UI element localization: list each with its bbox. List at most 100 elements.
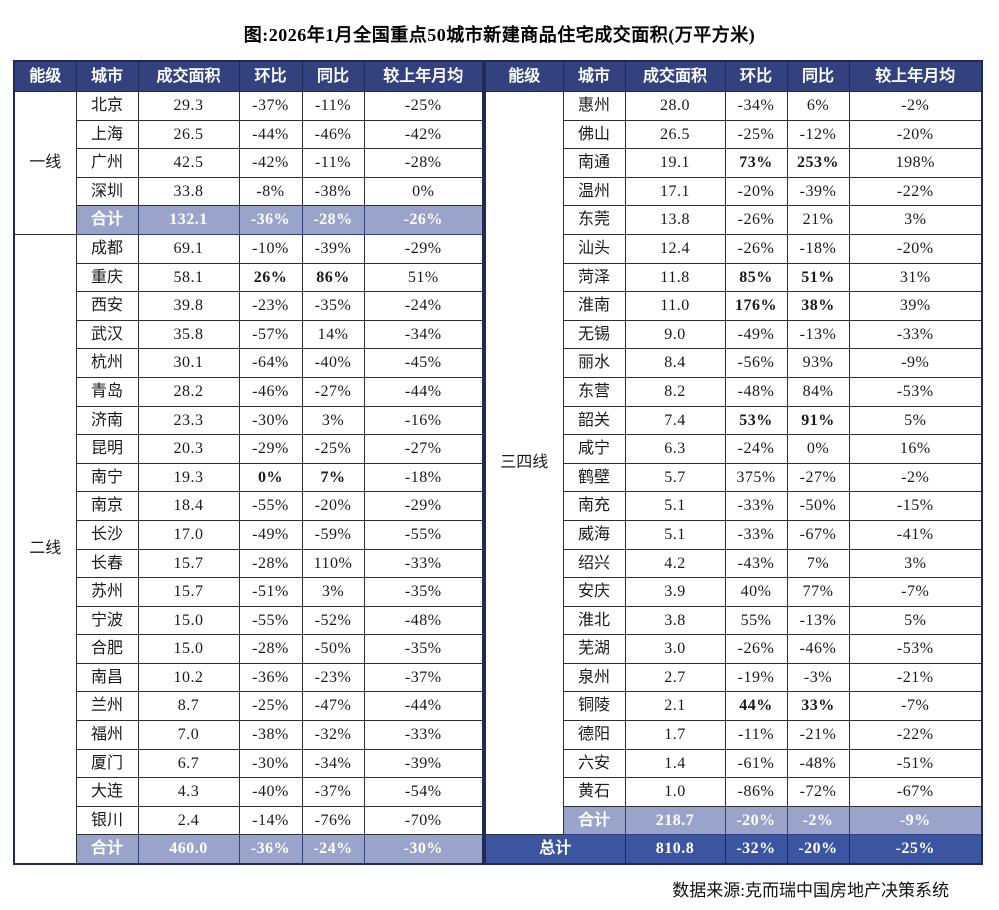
vs-avg-cell: -48%: [363, 605, 484, 636]
area-cell: 3.0: [624, 634, 726, 664]
area-cell: 28.2: [137, 376, 240, 407]
vs-avg-cell: -29%: [363, 491, 484, 521]
area-cell: 17.1: [624, 176, 726, 207]
city-row: 南京 18.4 -55% -20% -29%: [14, 491, 484, 521]
column-header: 城市: [75, 60, 139, 92]
mom-cell: 85%: [724, 262, 788, 293]
city-cell: 青岛: [75, 376, 139, 407]
city-cell: 南昌: [75, 662, 139, 693]
city-cell: 惠州: [562, 91, 626, 121]
area-cell: 20.3: [137, 434, 240, 464]
yoy-cell: 14%: [301, 319, 365, 350]
city-cell: 泉州: [562, 662, 626, 693]
subtotal-yoy-cell: -28%: [301, 205, 365, 235]
subtotal-vs-avg-cell: -26%: [363, 205, 484, 235]
city-row: 东营 8.2 -48% 84% -53%: [485, 376, 983, 407]
area-cell: 15.7: [137, 577, 240, 607]
area-cell: 58.1: [137, 262, 240, 293]
city-cell: 西安: [75, 291, 139, 321]
area-cell: 15.0: [137, 634, 240, 664]
vs-avg-cell: -44%: [363, 691, 484, 722]
yoy-cell: -35%: [301, 291, 365, 321]
vs-avg-cell: -16%: [363, 405, 484, 436]
area-cell: 1.4: [624, 748, 726, 779]
yoy-cell: 3%: [301, 577, 365, 607]
area-cell: 39.8: [137, 291, 240, 321]
city-row: 青岛 28.2 -46% -27% -44%: [14, 376, 484, 407]
city-cell: 宁波: [75, 605, 139, 636]
area-cell: 33.8: [137, 176, 240, 207]
mom-cell: -26%: [724, 233, 788, 264]
yoy-cell: -38%: [301, 176, 365, 207]
yoy-cell: 110%: [301, 548, 365, 579]
mom-cell: -38%: [238, 720, 303, 750]
yoy-cell: -25%: [301, 434, 365, 464]
mom-cell: -48%: [724, 376, 788, 407]
city-cell: 咸宁: [562, 434, 626, 464]
city-row: 三四线 惠州 28.0 -34% 6% -2%: [484, 90, 983, 836]
city-row: 银川 2.4 -14% -76% -70%: [14, 805, 484, 836]
tier-cell: 三四线: [484, 90, 564, 836]
city-cell: 菏泽: [562, 262, 626, 293]
column-header: 城市: [562, 60, 626, 92]
city-row: 绍兴 4.2 -43% 7% 3%: [485, 548, 983, 579]
mom-cell: -56%: [724, 348, 788, 378]
right-table-header: 能级 城市 成交面积 环比 同比 较上年月均: [484, 60, 983, 92]
vs-avg-cell: -24%: [363, 291, 484, 321]
mom-cell: 26%: [238, 262, 303, 293]
vs-avg-cell: 0%: [363, 176, 484, 207]
mom-cell: -55%: [238, 605, 303, 636]
city-row: 昆明 20.3 -29% -25% -27%: [14, 434, 484, 464]
city-cell: 杭州: [75, 348, 139, 378]
city-cell: 南充: [562, 491, 626, 521]
vs-avg-cell: 16%: [848, 434, 983, 464]
area-cell: 11.0: [624, 291, 726, 321]
city-row: 芜湖 3.0 -26% -46% -53%: [485, 634, 983, 664]
yoy-cell: 6%: [786, 91, 850, 121]
vs-avg-cell: -2%: [848, 91, 983, 121]
city-cell: 济南: [75, 405, 139, 436]
mom-cell: 0%: [238, 462, 303, 493]
yoy-cell: -50%: [786, 491, 850, 521]
area-cell: 2.1: [624, 691, 726, 722]
city-row: 厦门 6.7 -30% -34% -39%: [14, 748, 484, 779]
city-row: 德阳 1.7 -11% -21% -22%: [485, 720, 983, 750]
column-header: 环比: [238, 60, 303, 92]
subtotal-area-cell: 218.7: [624, 805, 726, 836]
vs-avg-cell: -53%: [848, 376, 983, 407]
mom-cell: -23%: [238, 291, 303, 321]
yoy-cell: 7%: [301, 462, 365, 493]
city-row: 鹤壁 5.7 375% -27% -2%: [485, 462, 983, 493]
mom-cell: -46%: [238, 376, 303, 407]
yoy-cell: 91%: [786, 405, 850, 436]
column-header: 同比: [786, 60, 850, 92]
city-row: 重庆 58.1 26% 86% 51%: [14, 262, 484, 293]
city-row: 武汉 35.8 -57% 14% -34%: [14, 319, 484, 350]
yoy-cell: -46%: [786, 634, 850, 664]
yoy-cell: -39%: [301, 233, 365, 264]
city-row: 二线 成都 69.1 -10% -39% -29%: [13, 233, 484, 865]
vs-avg-cell: 31%: [848, 262, 983, 293]
vs-avg-cell: 51%: [363, 262, 484, 293]
city-cell: 武汉: [75, 319, 139, 350]
city-row: 西安 39.8 -23% -35% -24%: [14, 291, 484, 321]
city-cell: 福州: [75, 720, 139, 750]
city-cell: 六安: [562, 748, 626, 779]
mom-cell: -86%: [724, 777, 788, 807]
city-cell: 汕头: [562, 233, 626, 264]
vs-avg-cell: -21%: [848, 662, 983, 693]
vs-avg-cell: -51%: [848, 748, 983, 779]
city-row: 长沙 17.0 -49% -59% -55%: [14, 519, 484, 550]
city-row: 上海 26.5 -44% -46% -42%: [14, 119, 484, 150]
area-cell: 15.7: [137, 548, 240, 579]
yoy-cell: -13%: [786, 319, 850, 350]
subtotal-vs-avg-cell: -30%: [363, 834, 484, 865]
vs-avg-cell: -22%: [848, 720, 983, 750]
mom-cell: 44%: [724, 691, 788, 722]
area-cell: 6.7: [137, 748, 240, 779]
area-cell: 1.7: [624, 720, 726, 750]
yoy-cell: 7%: [786, 548, 850, 579]
city-cell: 苏州: [75, 577, 139, 607]
tier-cell: 二线: [13, 233, 77, 865]
